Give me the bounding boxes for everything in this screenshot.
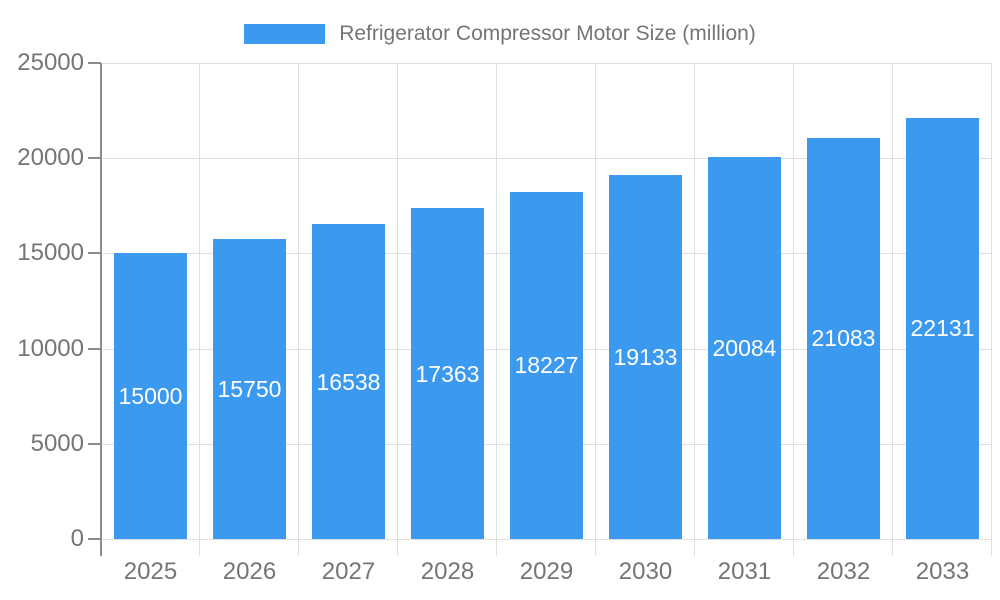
v-gridline [793, 63, 794, 539]
y-tick [88, 443, 101, 445]
x-tick-label: 2030 [618, 558, 673, 585]
bar-2027[interactable] [312, 224, 385, 539]
y-tick [88, 252, 101, 254]
bar-value-label: 21083 [811, 325, 876, 351]
v-gridline [694, 63, 695, 539]
x-tick [793, 539, 794, 556]
x-tick [199, 539, 200, 556]
v-gridline [892, 63, 893, 539]
x-tick [991, 539, 992, 556]
legend-swatch[interactable] [244, 24, 326, 44]
v-gridline [496, 63, 497, 539]
y-tick-label: 0 [70, 525, 84, 552]
bar-2029[interactable] [510, 192, 583, 539]
x-tick-label: 2033 [915, 558, 970, 585]
bar-2030[interactable] [609, 175, 682, 539]
y-tick-label: 10000 [17, 335, 84, 362]
x-tick-label: 2029 [519, 558, 574, 585]
legend[interactable]: Refrigerator Compressor Motor Size (mill… [0, 22, 1000, 46]
h-gridline [101, 63, 992, 64]
x-tick [892, 539, 893, 556]
y-tick-label: 15000 [17, 239, 84, 266]
bar-value-label: 15750 [217, 376, 282, 402]
y-tick [88, 62, 101, 64]
bar-2025[interactable] [114, 253, 187, 539]
y-tick-label: 25000 [17, 49, 84, 76]
x-tick-label: 2028 [420, 558, 475, 585]
x-tick [694, 539, 695, 556]
h-gridline [101, 158, 992, 159]
bar-2028[interactable] [411, 208, 484, 539]
x-tick-label: 2025 [123, 558, 178, 585]
h-gridline [101, 539, 992, 540]
v-gridline [595, 63, 596, 539]
bar-2031[interactable] [708, 157, 781, 539]
bar-value-label: 15000 [118, 383, 183, 409]
x-tick [298, 539, 299, 556]
v-gridline [199, 63, 200, 539]
bar-value-label: 17363 [415, 361, 480, 387]
y-tick [88, 538, 101, 540]
y-tick [88, 348, 101, 350]
bar-value-label: 18227 [514, 352, 579, 378]
y-tick-label: 20000 [17, 144, 84, 171]
bar-2026[interactable] [213, 239, 286, 539]
x-tick [595, 539, 596, 556]
bar-value-label: 19133 [613, 344, 678, 370]
x-tick [496, 539, 497, 556]
plot-area: 15000 15750 16538 17363 18227 19133 20084 21083… [101, 63, 992, 540]
y-tick-label: 5000 [30, 430, 84, 457]
y-tick [88, 157, 101, 159]
x-tick-label: 2032 [816, 558, 871, 585]
bar-2032[interactable] [807, 138, 880, 539]
legend-label[interactable]: Refrigerator Compressor Motor Size (mill… [339, 22, 756, 45]
x-tick-label: 2027 [321, 558, 376, 585]
x-tick-label: 2026 [222, 558, 277, 585]
v-gridline [991, 63, 992, 539]
x-tick [397, 539, 398, 556]
x-tick-label: 2031 [717, 558, 772, 585]
v-gridline [397, 63, 398, 539]
bar-value-label: 20084 [712, 335, 777, 361]
bar-value-label: 16538 [316, 369, 381, 395]
bar-2033[interactable] [906, 118, 979, 539]
bar-value-label: 22131 [910, 315, 975, 341]
v-gridline [298, 63, 299, 539]
